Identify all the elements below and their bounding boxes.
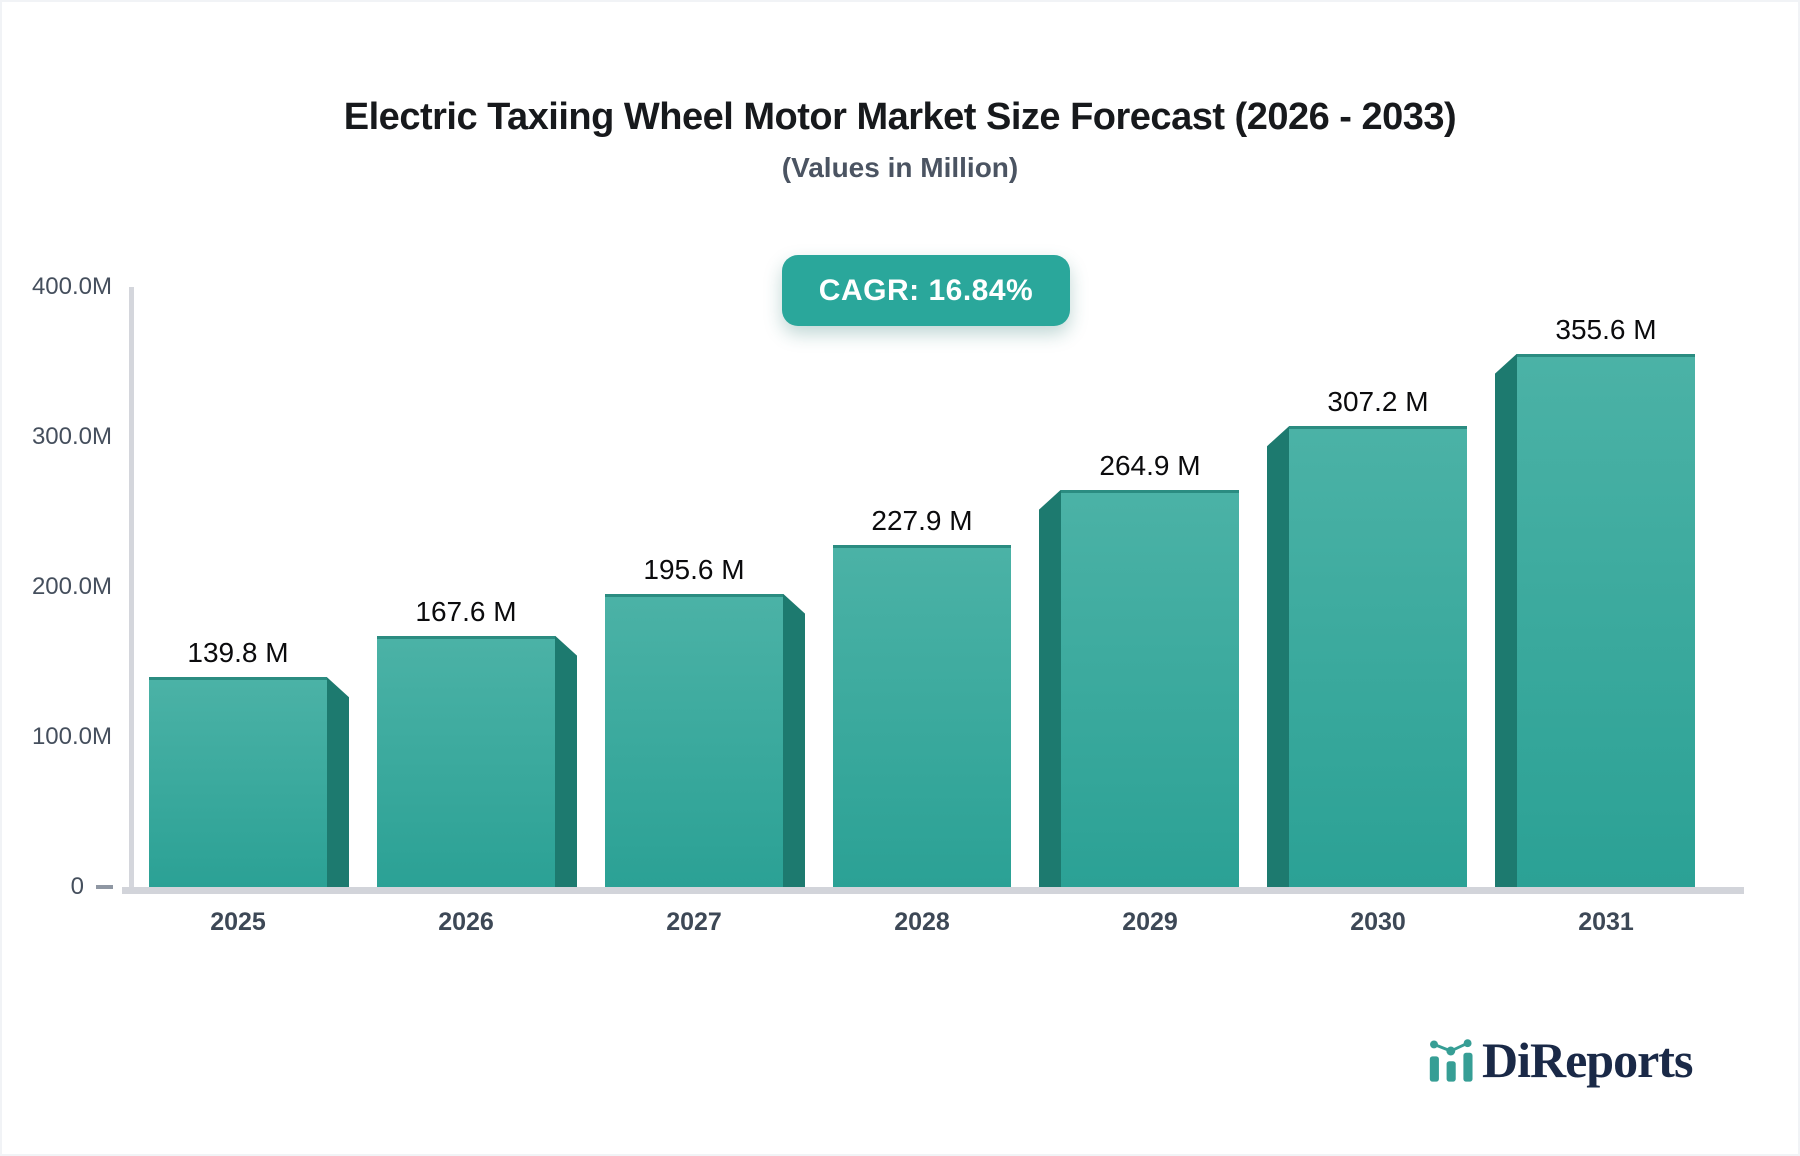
- y-axis-zero-tick: [96, 885, 113, 889]
- bar-value-label: 307.2 M: [1327, 386, 1429, 418]
- bar-side-face: [783, 593, 805, 887]
- bar-2030: [1289, 426, 1467, 887]
- x-axis-label-2028: 2028: [894, 908, 950, 936]
- y-axis-tick-label: 200.0M: [31, 573, 112, 600]
- bar-value-label: 264.9 M: [1099, 449, 1201, 481]
- bar-side-face: [555, 635, 577, 887]
- bar-2029: [1061, 489, 1239, 887]
- bar-2026: [377, 635, 555, 887]
- logo-text: DiReports: [1482, 1032, 1693, 1088]
- bar-value-label: 139.8 M: [187, 637, 289, 669]
- bar-2028: [833, 545, 1011, 887]
- cagr-badge-label: CAGR: 16.84%: [818, 273, 1034, 307]
- bar-2031: [1517, 353, 1695, 887]
- y-axis-tick-label: 100.0M: [31, 723, 112, 750]
- chart-subtitle: (Values in Million): [781, 152, 1019, 183]
- y-axis-line: [129, 287, 134, 887]
- bar-side-face: [1495, 353, 1517, 887]
- bar-value-label: 167.6 M: [415, 595, 517, 627]
- x-axis-label-2025: 2025: [210, 908, 266, 936]
- y-axis-tick-label: 300.0M: [31, 423, 112, 450]
- bar-2027: [605, 593, 783, 887]
- x-axis-label-2027: 2027: [666, 908, 722, 936]
- bar-side-face: [1267, 426, 1289, 887]
- y-axis-tick-label: 400.0M: [31, 273, 112, 300]
- x-axis-label-2029: 2029: [1122, 908, 1178, 936]
- x-axis-baseline: [122, 887, 1744, 894]
- x-axis-label-2030: 2030: [1350, 908, 1406, 936]
- y-axis-tick-label: 0: [70, 873, 84, 900]
- bar-value-label: 195.6 M: [643, 553, 745, 585]
- bar-chart-logo-icon: [1428, 1036, 1476, 1084]
- bar-side-face: [327, 677, 349, 887]
- bar-value-label: 227.9 M: [871, 505, 973, 537]
- x-axis-label-2031: 2031: [1578, 908, 1634, 936]
- direports-logo: DiReports: [1428, 1032, 1693, 1088]
- bar-2025: [149, 677, 327, 887]
- x-axis-label-2026: 2026: [438, 908, 494, 936]
- bar-value-label: 355.6 M: [1555, 313, 1657, 345]
- chart-title: Electric Taxiing Wheel Motor Market Size…: [343, 96, 1457, 138]
- cagr-badge: CAGR: 16.84%: [782, 255, 1070, 326]
- bar-side-face: [1039, 489, 1061, 887]
